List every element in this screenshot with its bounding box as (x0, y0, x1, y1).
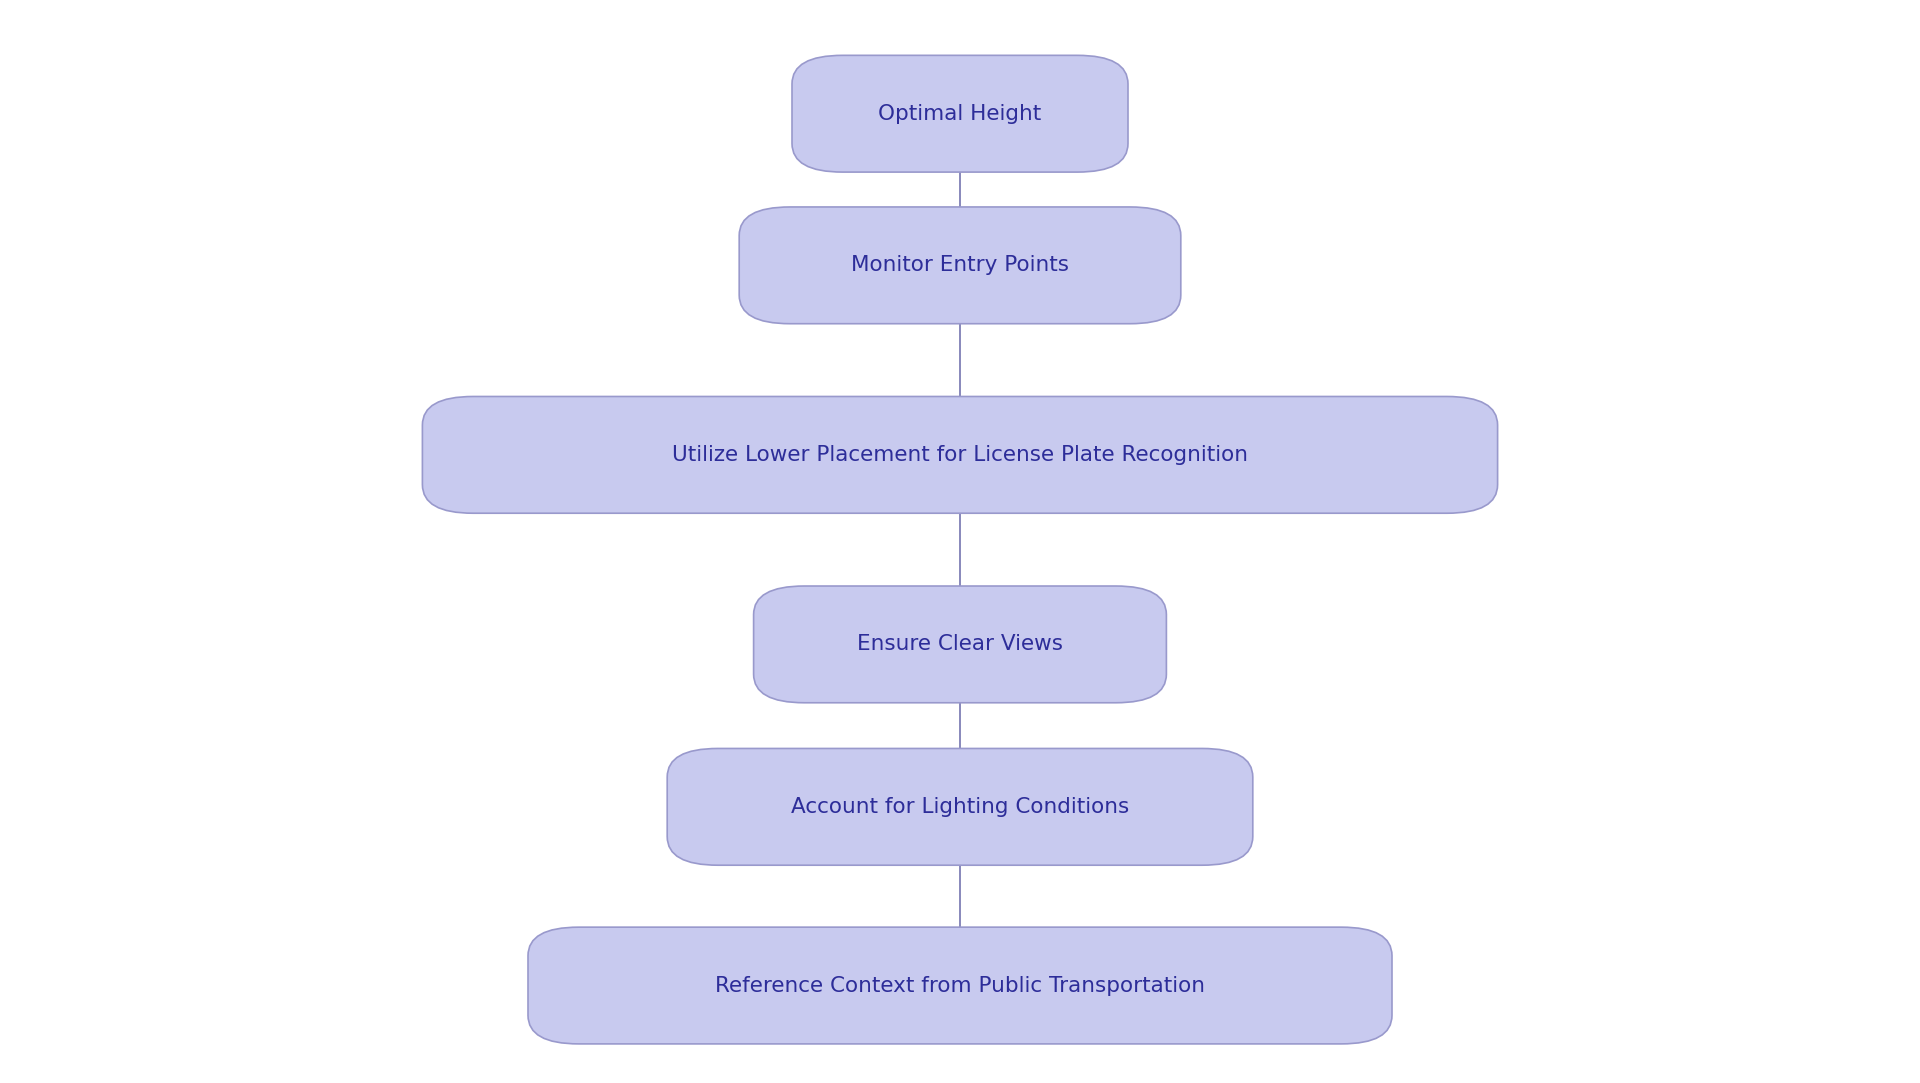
FancyBboxPatch shape (791, 55, 1127, 172)
Text: Account for Lighting Conditions: Account for Lighting Conditions (791, 797, 1129, 817)
FancyBboxPatch shape (753, 586, 1167, 703)
Text: Optimal Height: Optimal Height (877, 104, 1043, 123)
Text: Ensure Clear Views: Ensure Clear Views (856, 635, 1064, 654)
Text: Monitor Entry Points: Monitor Entry Points (851, 256, 1069, 275)
FancyBboxPatch shape (668, 748, 1254, 865)
FancyBboxPatch shape (739, 207, 1181, 324)
FancyBboxPatch shape (422, 396, 1498, 513)
Text: Utilize Lower Placement for License Plate Recognition: Utilize Lower Placement for License Plat… (672, 445, 1248, 465)
Text: Reference Context from Public Transportation: Reference Context from Public Transporta… (714, 976, 1206, 995)
FancyBboxPatch shape (528, 927, 1392, 1044)
